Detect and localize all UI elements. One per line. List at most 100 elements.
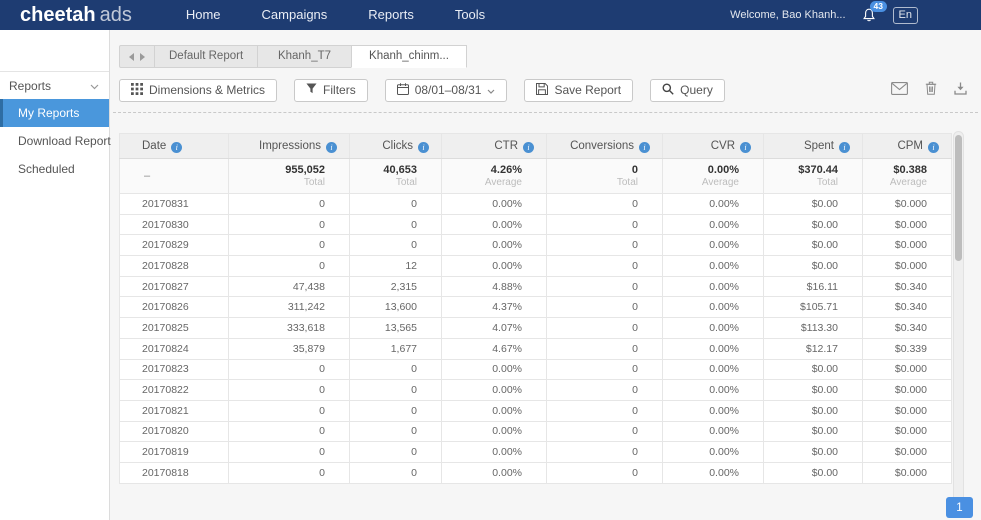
info-icon[interactable]: i (326, 141, 337, 153)
table-row: 20170823 0 0 0.00% 0 0.00% $0.00 $0.000 (119, 358, 952, 381)
trash-icon[interactable] (925, 81, 937, 95)
metric-cell: 0 (228, 193, 350, 215)
nav-campaigns[interactable]: Campaigns (261, 7, 328, 22)
summary-label: Average (889, 176, 927, 188)
info-icon[interactable]: i (418, 141, 429, 153)
metric-cell: 0 (546, 399, 663, 422)
metric-cell: $113.30 (763, 317, 863, 339)
tab-khanh-t7[interactable]: Khanh_T7 (257, 45, 352, 68)
metric-cell: 2,315 (349, 275, 442, 298)
dimensions-metrics-button[interactable]: Dimensions & Metrics (119, 78, 278, 102)
metric-cell: $0.000 (862, 234, 952, 257)
query-button[interactable]: Query (650, 78, 725, 102)
tab-scroll-left-icon[interactable] (129, 52, 134, 61)
tab-khanh-chinm[interactable]: Khanh_chinm... (351, 45, 467, 68)
language-selector[interactable]: En (892, 6, 918, 24)
summary-label: Total (816, 176, 838, 188)
main-content: Default Report Khanh_T7 Khanh_chinm... D… (111, 30, 981, 520)
sidebar-item-my-reports[interactable]: My Reports (0, 99, 109, 127)
metric-cell: 0 (228, 379, 350, 401)
brand-logo[interactable]: cheetah ads (20, 0, 132, 30)
table-row: 20170821 0 0 0.00% 0 0.00% $0.00 $0.000 (119, 399, 952, 422)
info-icon[interactable]: i (639, 141, 650, 153)
metric-cell: 333,618 (228, 317, 350, 339)
sidebar-section-reports[interactable]: Reports (0, 71, 109, 99)
tab-default-report[interactable]: Default Report (154, 45, 258, 68)
info-icon[interactable]: i (523, 141, 534, 153)
col-header-cvr: CVR i (662, 133, 764, 159)
col-header-conversions: Conversions i (546, 133, 663, 159)
date-cell: 20170826 (119, 296, 229, 319)
table-header-row: Date i Impressions i Clicks i CTR i Conversi… (119, 133, 952, 159)
table-row: 20170829 0 0 0.00% 0 0.00% $0.00 $0.000 (119, 234, 952, 257)
metric-cell: $0.00 (763, 234, 863, 257)
table-row: 20170822 0 0 0.00% 0 0.00% $0.00 $0.000 (119, 379, 952, 401)
info-icon[interactable]: i (171, 141, 183, 153)
nav-home[interactable]: Home (185, 7, 221, 22)
scrollbar-thumb[interactable] (955, 135, 962, 261)
summary-clicks: 40,653 Total (349, 158, 442, 194)
metric-cell: 0.00% (662, 193, 764, 215)
nav-reports[interactable]: Reports (368, 7, 414, 22)
info-icon[interactable]: i (928, 141, 939, 153)
summary-row: – 955,052 Total 40,653 Total 4.26% Average … (119, 158, 952, 194)
summary-label: Average (701, 176, 739, 188)
sidebar-item-download-report[interactable]: Download Report (18, 134, 111, 148)
metric-cell: 0 (228, 461, 350, 484)
info-icon[interactable]: i (740, 141, 751, 153)
sidebar-item-scheduled[interactable]: Scheduled (18, 162, 75, 176)
main-nav: Home Campaigns Reports Tools (186, 0, 485, 30)
metric-cell: $0.00 (763, 255, 863, 277)
date-cell: 20170824 (119, 337, 229, 360)
metric-cell: 0.00% (662, 420, 764, 443)
tab-scroll-right-icon[interactable] (140, 52, 145, 61)
report-tabbar: Default Report Khanh_T7 Khanh_chinm... (119, 45, 467, 68)
dashed-divider (113, 112, 978, 113)
metric-cell: 35,879 (228, 337, 350, 360)
metric-cell: 0.00% (662, 358, 764, 381)
col-label: Spent (803, 139, 834, 152)
nav-tools[interactable]: Tools (454, 7, 486, 22)
summary-cpm: $0.388 Average (862, 158, 952, 194)
date-cell: 20170823 (119, 358, 229, 381)
download-icon[interactable] (954, 82, 967, 95)
metric-cell: 0.00% (662, 255, 764, 277)
topbar-right: Welcome, Bao Khanh... 43 En (730, 0, 918, 30)
summary-value: 4.26% (490, 163, 522, 176)
funnel-icon (306, 83, 317, 97)
table-row: 20170831 0 0 0.00% 0 0.00% $0.00 $0.000 (119, 193, 952, 215)
metric-cell: 0 (228, 213, 350, 236)
metric-cell: 0 (546, 275, 663, 298)
table-row: 20170825 333,618 13,565 4.07% 0 0.00% $113.30 $… (119, 317, 952, 339)
summary-value: 955,052 (285, 163, 325, 176)
metric-cell: $0.340 (862, 317, 952, 339)
metric-cell: 4.37% (441, 296, 547, 319)
bell-icon (861, 8, 877, 27)
save-report-button[interactable]: Save Report (524, 78, 634, 102)
grid-icon (131, 82, 143, 98)
info-icon[interactable]: i (839, 141, 850, 153)
dimensions-metrics-label: Dimensions & Metrics (149, 83, 266, 97)
topbar: cheetah ads Home Campaigns Reports Tools … (0, 0, 981, 30)
date-range-button[interactable]: 08/01–08/31 (384, 78, 508, 102)
metric-cell: $0.340 (862, 296, 952, 319)
pagination-page-1[interactable]: 1 (946, 497, 973, 518)
metric-cell: 0.00% (662, 213, 764, 236)
filters-button[interactable]: Filters (294, 78, 368, 102)
mail-icon[interactable] (891, 81, 908, 95)
metric-cell: 0 (349, 213, 442, 236)
date-cell: 20170828 (119, 255, 229, 277)
sidebar: Reports My Reports Download Report Sched… (0, 30, 111, 520)
vertical-scrollbar[interactable] (953, 131, 964, 513)
metric-cell: 0.00% (441, 441, 547, 463)
col-header-clicks: Clicks i (349, 133, 442, 159)
welcome-user-menu[interactable]: Welcome, Bao Khanh... (730, 9, 846, 21)
col-label: Impressions (259, 139, 321, 152)
metric-cell: 0 (546, 296, 663, 319)
notifications-button[interactable]: 43 (861, 0, 887, 27)
col-label: CPM (897, 139, 923, 152)
metric-cell: $16.11 (763, 275, 863, 298)
metric-cell: $0.00 (763, 213, 863, 236)
metric-cell: 12 (349, 255, 442, 277)
summary-label: Average (484, 176, 522, 188)
